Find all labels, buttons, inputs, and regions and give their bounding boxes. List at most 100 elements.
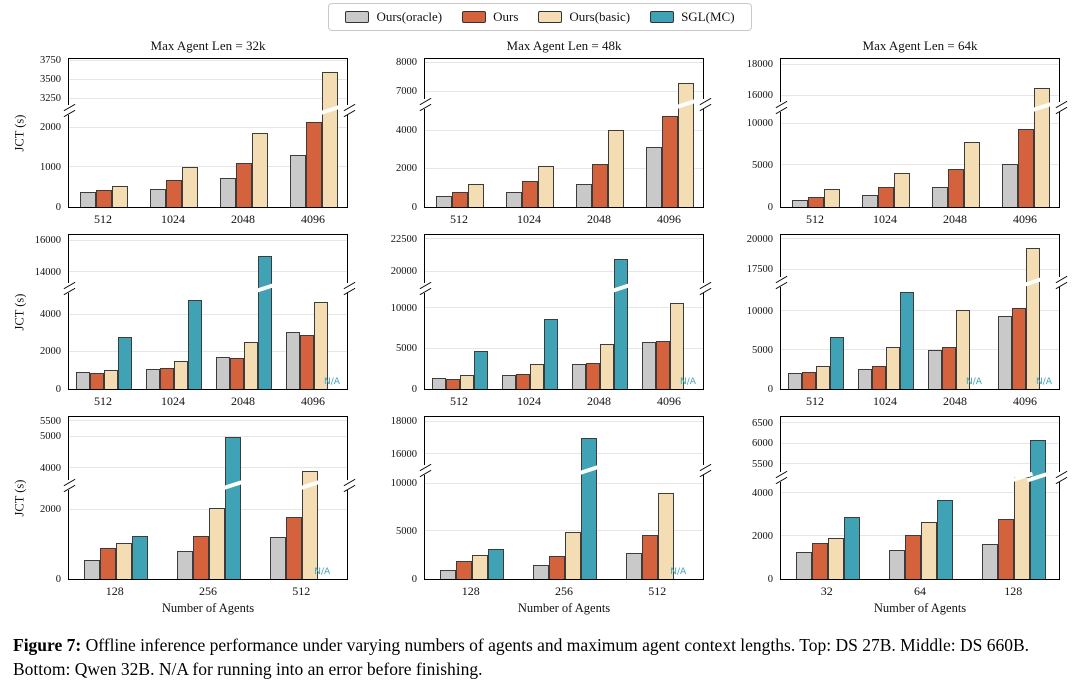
bar-ours xyxy=(878,187,894,207)
gridline xyxy=(781,63,1059,65)
gridline xyxy=(69,59,347,61)
subplot-3: N/A JCT (s) 0 2000 4000 14000 16000 512 1024 2048… xyxy=(6,228,362,410)
ytick-label: 4000 xyxy=(40,309,61,321)
ytick-label: 4000 xyxy=(752,487,773,499)
ytick-label: 0 xyxy=(411,573,417,585)
legend-swatch-icon xyxy=(345,11,370,23)
gridline xyxy=(425,90,703,92)
xtick-label: 32 xyxy=(820,584,833,598)
bar-ours-basic xyxy=(816,365,830,389)
bar-ours xyxy=(300,335,314,389)
legend-item-0: Ours(oracle) xyxy=(345,9,442,25)
bar-ours-oracle xyxy=(982,543,999,579)
ytick-label: 22500 xyxy=(390,233,417,245)
bar-ours-oracle xyxy=(862,195,878,207)
bar-ours-oracle xyxy=(572,364,586,389)
xtick-label: 2048 xyxy=(587,212,611,226)
bar-sgl-mc xyxy=(188,299,202,389)
plot-area: N/A xyxy=(419,416,712,580)
na-label: N/A xyxy=(1036,377,1052,387)
gridline xyxy=(425,530,703,532)
xtick-label: 1024 xyxy=(517,394,541,408)
xtick-label: 2048 xyxy=(231,212,255,226)
xtick-label: 512 xyxy=(450,212,468,226)
bar-ours-oracle xyxy=(576,184,592,207)
bar-ours-basic xyxy=(115,542,132,579)
bar-ours xyxy=(99,547,116,579)
xtick-label: 512 xyxy=(648,584,667,598)
bar-ours xyxy=(942,346,956,389)
legend-item-3: SGL(MC) xyxy=(650,9,735,25)
bar-ours xyxy=(306,121,322,207)
legend-label: Ours(oracle) xyxy=(376,9,443,24)
gridline xyxy=(781,349,1059,350)
bar-ours-oracle xyxy=(290,154,306,207)
legend-box: Ours(oracle) Ours Ours(basic) SGL(MC) xyxy=(328,3,752,31)
bar-ours xyxy=(160,367,174,389)
na-label: N/A xyxy=(314,567,331,577)
ytick-label: 2000 xyxy=(40,504,61,516)
bar-ours-basic xyxy=(824,188,840,207)
ytick-label: 18000 xyxy=(390,416,417,428)
bar-ours-basic xyxy=(174,361,188,389)
xtick-label: 2048 xyxy=(587,394,611,408)
xtick-label: 4096 xyxy=(657,394,681,408)
axis-break-patch xyxy=(779,277,783,288)
bar-ours xyxy=(656,341,670,389)
bar-ours-oracle xyxy=(506,191,522,207)
bar-ours-basic xyxy=(1026,247,1040,389)
plot-area xyxy=(63,58,356,208)
ytick-label: 20000 xyxy=(746,233,773,245)
bar-ours xyxy=(446,378,460,389)
ytick-label: 0 xyxy=(767,201,773,213)
charts-grid: Max Agent Len = 32k JCT (s) 0 1000 2000 3250 3… xyxy=(6,36,1074,622)
subplot-2: Max Agent Len = 64k 0 5000 10000 16000 18000 5… xyxy=(718,36,1074,228)
bar-ours-oracle xyxy=(177,551,193,579)
ytick-label: 0 xyxy=(411,383,417,395)
bar-ours xyxy=(452,191,468,207)
subplot-1: Max Agent Len = 48k 0 2000 4000 7000 8000 512 1… xyxy=(362,36,718,228)
gridline xyxy=(781,442,1059,444)
axis-break-patch xyxy=(423,464,427,475)
gridline xyxy=(781,164,1059,166)
bar-ours-oracle xyxy=(220,178,236,207)
ytick-label: 10000 xyxy=(390,302,417,314)
bar-ours-basic xyxy=(302,471,319,579)
na-label: N/A xyxy=(670,567,687,577)
ytick-label: 16000 xyxy=(390,448,417,460)
plot-area: N/A xyxy=(63,234,356,390)
legend-label: Ours xyxy=(493,9,519,24)
bar-ours-oracle xyxy=(932,187,948,207)
ytick-label: 10000 xyxy=(746,118,773,129)
bar-ours-basic xyxy=(658,493,675,579)
plot-area xyxy=(775,416,1068,580)
bar-ours-basic xyxy=(314,301,328,389)
axis-break-patch xyxy=(1059,102,1063,113)
caption-text: Offline inference performance under vary… xyxy=(13,635,1029,680)
bar-ours xyxy=(872,365,886,389)
bar-ours-oracle xyxy=(502,374,516,389)
bar-ours-oracle xyxy=(286,332,300,389)
bar-ours-basic xyxy=(471,555,488,579)
xtick-label: 2048 xyxy=(943,394,967,408)
axis-break-patch xyxy=(423,99,427,110)
bar-ours xyxy=(948,169,964,207)
axis-break-patch xyxy=(67,479,71,490)
bar-ours-basic xyxy=(538,166,554,207)
xtick-label: 1024 xyxy=(161,394,185,408)
xtick-label: 1024 xyxy=(161,212,185,226)
bar-ours xyxy=(1012,307,1026,389)
ytick-label: 2000 xyxy=(396,163,417,175)
gridline xyxy=(425,420,703,422)
gridline xyxy=(69,467,347,469)
bar-sgl-mc xyxy=(843,517,860,579)
bar-sgl-mc xyxy=(258,256,272,389)
x-axis-label: Number of Agents xyxy=(873,601,967,615)
gridline xyxy=(69,166,347,168)
gridline xyxy=(425,61,703,63)
xtick-label: 512 xyxy=(806,212,824,226)
ytick-label: 6500 xyxy=(752,417,773,429)
bar-ours xyxy=(1018,128,1034,207)
plot-area: N/A xyxy=(419,234,712,390)
bar-ours-oracle xyxy=(80,192,96,207)
